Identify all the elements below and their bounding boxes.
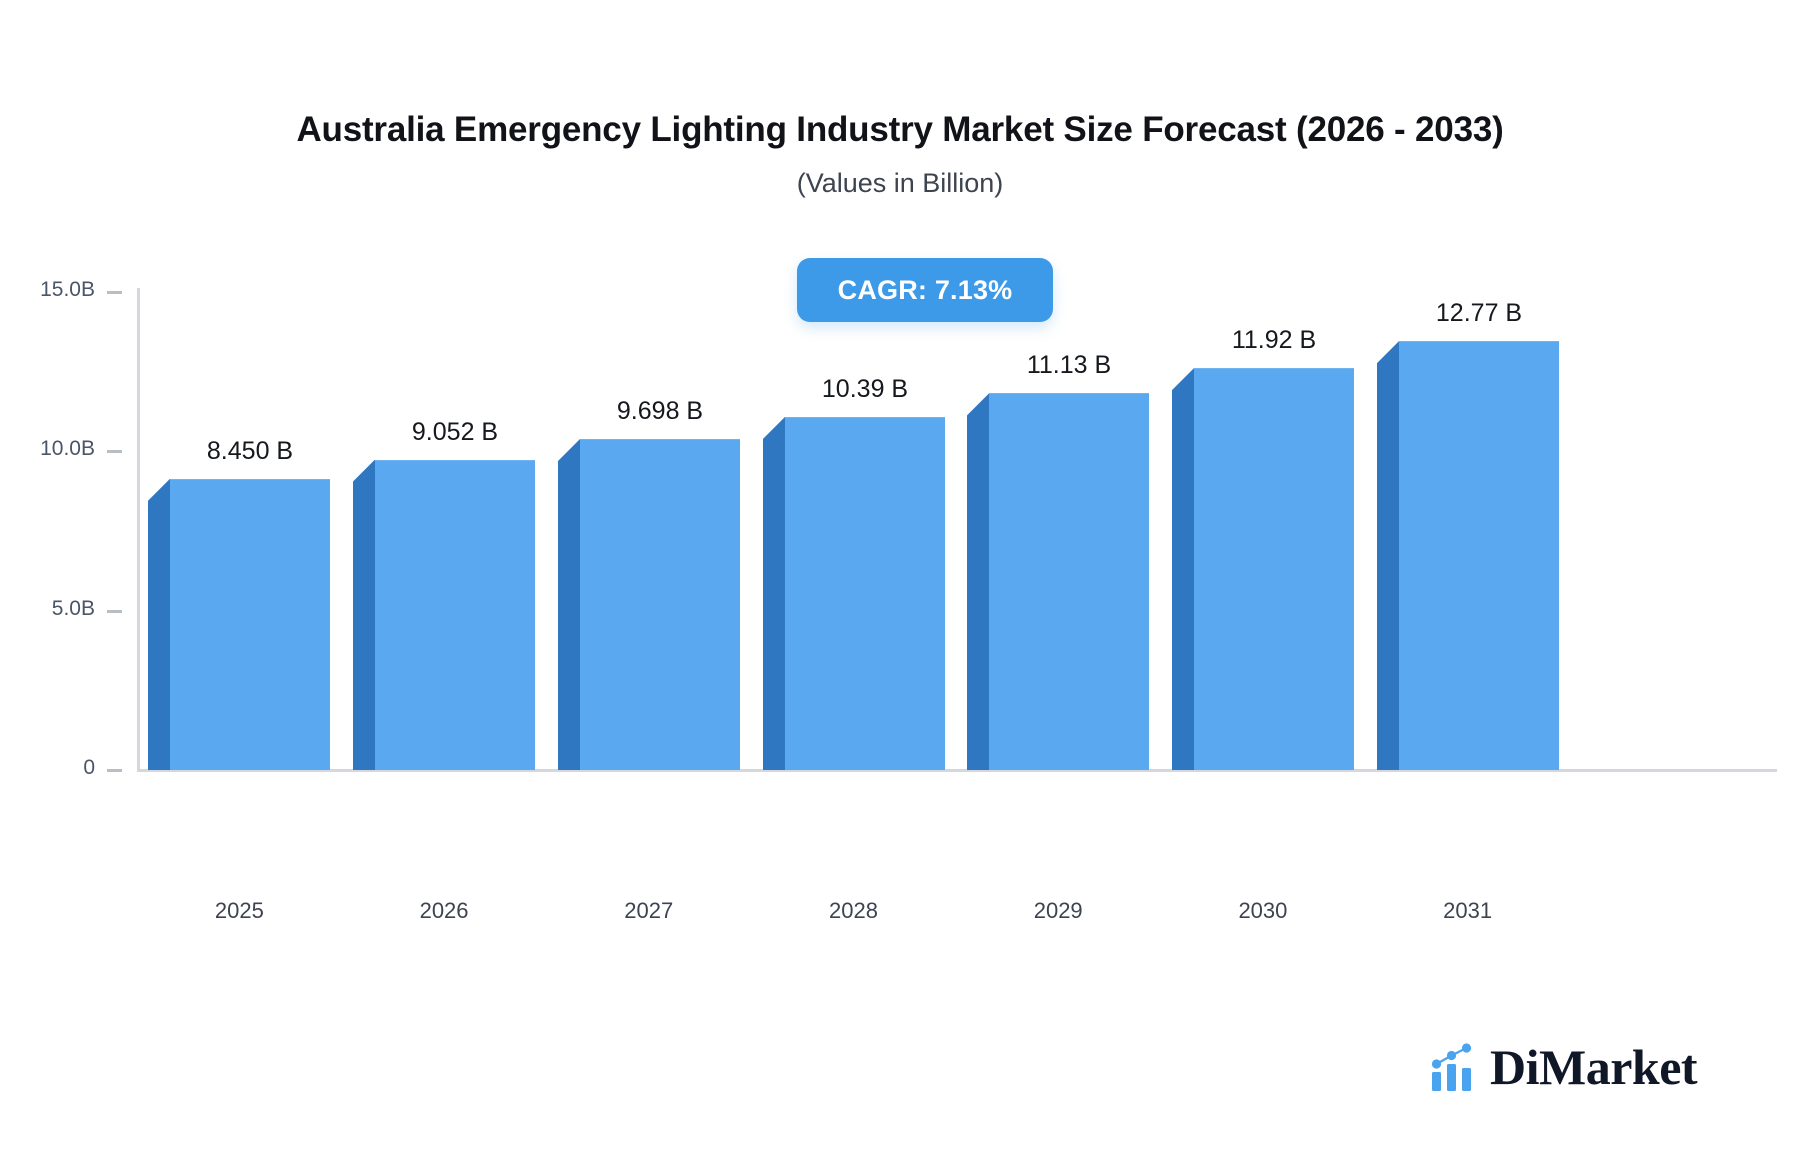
bar-front-face [375,459,535,770]
bar-value-label: 11.92 B [1231,326,1317,355]
cagr-badge-label: CAGR: 7.13% [837,274,1013,305]
bar-side-face [148,478,170,770]
y-axis-tick-label: 15.0B [40,278,95,301]
bar-side-face [763,416,785,770]
bar-front-face [170,478,330,770]
bar-2031[interactable]: 12.77 B [0,0,1800,1000]
x-axis-line [137,769,1777,772]
x-axis-tick-label: 2025 [214,898,264,923]
bar-value-label: 9.052 B [411,417,499,446]
bar-2028[interactable]: 10.39 B [0,0,1800,1000]
bar-side-face [1172,368,1194,770]
x-axis-tick-label: 2031 [1443,898,1493,923]
y-axis-tick-label: 10.0B [40,437,95,461]
bar-front-face [580,438,740,770]
bar-2025[interactable]: 8.450 B [0,0,1800,1000]
bar-value-label: 10.39 B [821,374,909,403]
y-axis-line [137,288,140,772]
bar-side-face [967,393,989,770]
bar-side-face [1377,341,1399,770]
cagr-badge: CAGR: 7.13% [797,258,1053,322]
y-axis-tick-label: 0 [83,756,95,779]
bar-2029[interactable]: 11.13 B [0,0,1800,1000]
bar-side-face [558,438,580,770]
bar-value-label: 9.698 B [616,396,704,425]
y-axis-tick-mark [107,769,122,772]
bar-front-face [1399,341,1559,770]
x-axis-tick-label: 2030 [1238,898,1288,923]
plot-area: 15.0B 10.0B 5.0B 0 8.450 B 9.052 B 9.698 B 10.… [0,0,1800,1000]
y-axis-tick-mark [107,450,122,454]
logo-wordmark: DiMarket [1490,1039,1698,1095]
bar-2026[interactable]: 9.052 B [0,0,1800,1000]
bar-chart-dots-icon [1430,1042,1476,1092]
bar-2027[interactable]: 9.698 B [0,0,1800,1000]
x-axis-tick-label: 2027 [624,898,674,923]
chart-title: Australia Emergency Lighting Industry Ma… [296,110,1504,149]
bar-front-face [1194,368,1354,770]
y-axis-tick-mark [107,291,122,294]
bar-side-face [353,459,375,770]
y-axis-tick-label: 5.0B [51,596,95,620]
bar-value-label: 12.77 B [1435,299,1523,328]
bar-front-face [785,416,945,770]
x-axis-tick-label: 2026 [419,898,469,923]
bar-2030[interactable]: 11.92 B [0,0,1800,1000]
y-axis-tick-mark [107,609,122,613]
dimarket-logo: DiMarket [1430,1039,1698,1095]
bar-value-label: 11.13 B [1026,351,1112,380]
x-axis-tick-label: 2029 [1033,898,1083,923]
bar-value-label: 8.450 B [206,436,294,465]
bar-front-face [989,393,1149,770]
x-axis-tick-label: 2028 [829,898,878,923]
chart-subtitle: (Values in Billion) [796,168,1004,198]
